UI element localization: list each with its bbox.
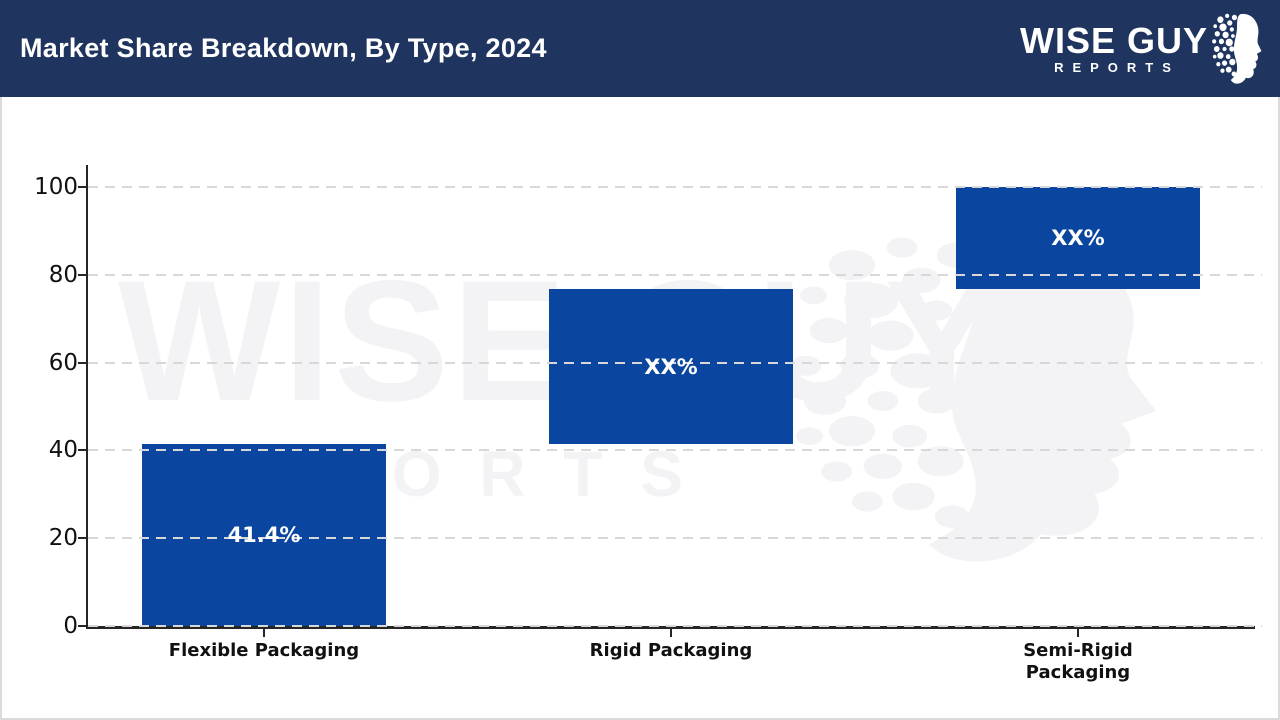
wiseguy-face-icon [1212, 13, 1262, 84]
page-border-bottom [0, 718, 1280, 720]
gridline-80 [88, 273, 1262, 276]
x-tick-1 [263, 629, 265, 637]
page-title: Market Share Breakdown, By Type, 2024 [20, 33, 547, 63]
y-tick-20 [78, 537, 87, 540]
y-tick-0 [78, 625, 87, 627]
y-tick-label-100: 100 [34, 174, 78, 200]
gridline-0 [88, 625, 1262, 627]
header-bar: Market Share Breakdown, By Type, 2024 WI… [0, 0, 1280, 97]
bar-3 [956, 187, 1200, 289]
y-tick-60 [78, 361, 87, 364]
x-tick-3 [1077, 629, 1079, 637]
y-tick-80 [78, 273, 87, 276]
x-axis-line [86, 626, 1255, 629]
y-tick-label-60: 60 [48, 349, 78, 376]
watermark-face-icon [790, 237, 1157, 562]
y-tick-100 [78, 186, 87, 188]
logo-text-block: WISE GUY REPORTS [1020, 22, 1208, 75]
x-axis-label-1: Flexible Packaging [168, 640, 360, 661]
y-tick-label-40: 40 [48, 437, 78, 464]
bar-2 [549, 288, 793, 445]
gridline-100 [88, 186, 1262, 188]
x-axis-label-3: Semi-Rigid Packaging [1023, 640, 1133, 683]
page-border-right [1278, 97, 1280, 720]
gridline-60 [88, 361, 1262, 364]
wiseguy-logo: WISE GUY REPORTS [1020, 11, 1262, 87]
logo-tagline: REPORTS [1054, 59, 1180, 75]
y-axis-line [86, 165, 88, 628]
y-tick-label-80: 80 [48, 261, 78, 288]
y-tick-label-0: 0 [63, 613, 78, 639]
bar-1 [142, 444, 386, 626]
gridline-40 [88, 449, 1262, 452]
y-tick-label-20: 20 [48, 525, 78, 552]
x-tick-2 [670, 629, 672, 637]
plot-area: WISE GUY R E P O R T S 0 20 40 60 80 100 41.4%… [0, 97, 1280, 720]
x-axis-label-2: Rigid Packaging [589, 640, 753, 661]
logo-name: WISE GUY [1019, 20, 1208, 62]
y-tick-40 [78, 449, 87, 452]
page-border-left [0, 97, 2, 720]
gridline-20 [88, 537, 1262, 540]
